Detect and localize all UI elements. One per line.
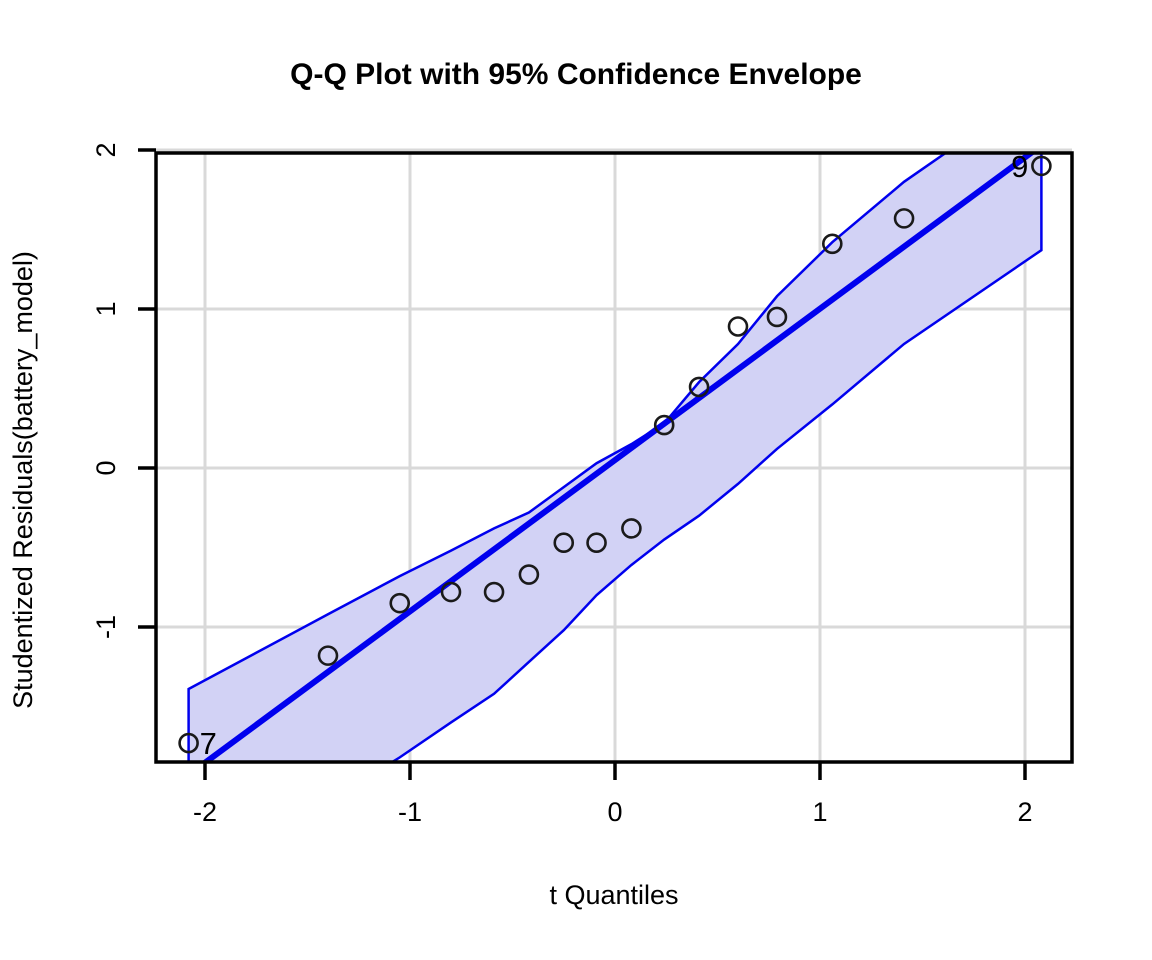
- reference-line: [200, 153, 1037, 762]
- data-point: [766, 306, 788, 328]
- x-tick-label: 1: [812, 797, 828, 827]
- point-label: 9: [1011, 149, 1028, 184]
- data-point: [1031, 155, 1052, 177]
- data-point: [317, 645, 339, 666]
- y-tick-label: 2: [91, 142, 121, 158]
- data-point: [389, 592, 411, 614]
- y-tick-label: -1: [91, 615, 121, 640]
- qq-reference-line: [200, 153, 1037, 762]
- page-title: Q-Q Plot with 95% Confidence Envelope: [290, 58, 862, 91]
- data-point: [821, 233, 843, 255]
- data-points: [178, 155, 1052, 754]
- x-tick-label: -1: [397, 797, 422, 827]
- data-point: [893, 208, 915, 229]
- data-point: [483, 581, 505, 603]
- data-point: [653, 414, 675, 436]
- data-point: [440, 581, 462, 603]
- x-axis-label: t Quantiles: [549, 880, 679, 910]
- data-point: [727, 316, 749, 337]
- data-point: [688, 376, 710, 398]
- axis-ticks: [138, 148, 1027, 780]
- x-tick-label: 2: [1017, 797, 1033, 827]
- data-point: [518, 564, 540, 585]
- x-tick-label: 0: [607, 797, 623, 827]
- x-tick-label: -2: [192, 797, 217, 827]
- point-label: 7: [200, 726, 217, 761]
- y-tick-label: 1: [91, 301, 121, 317]
- data-point: [621, 518, 642, 539]
- y-tick-label: 0: [91, 460, 121, 476]
- data-point: [553, 532, 575, 554]
- data-point: [586, 532, 607, 554]
- data-point: [178, 732, 199, 754]
- point-labels: 79: [200, 149, 1029, 761]
